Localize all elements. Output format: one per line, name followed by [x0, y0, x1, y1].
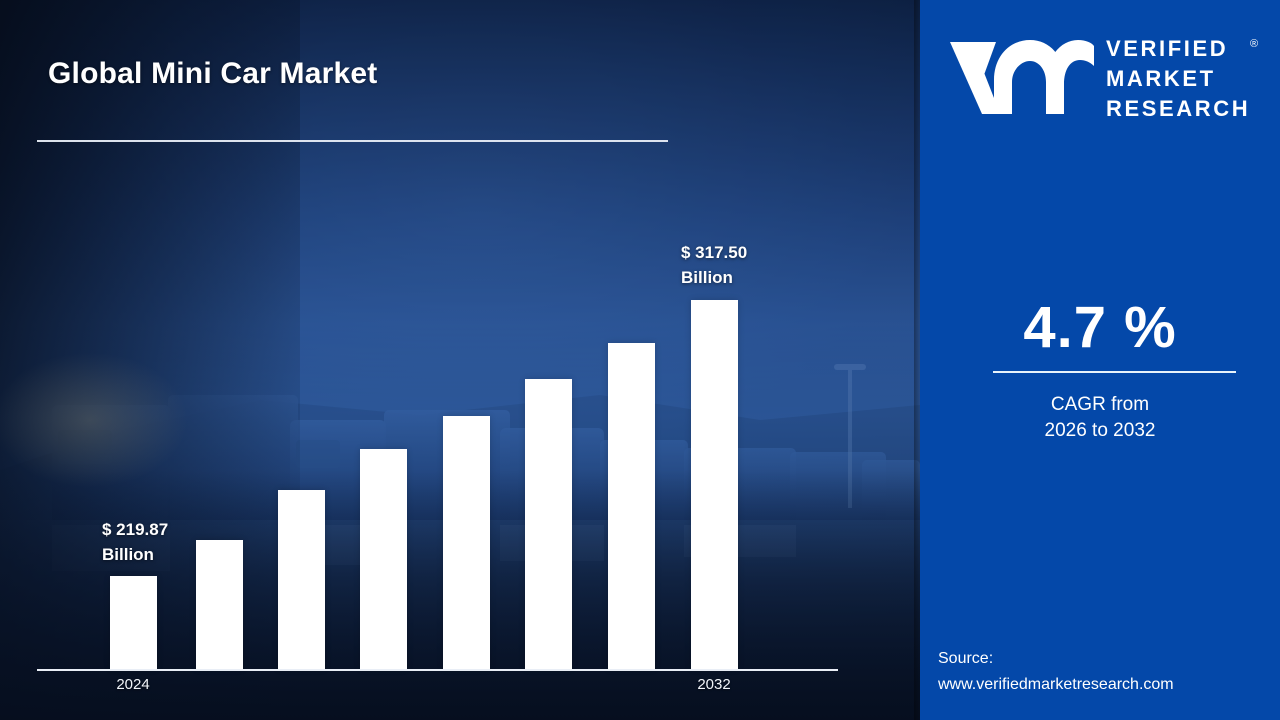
vmr-logo-wordmark: VERIFIED MARKET RESEARCH [1106, 34, 1266, 124]
bar-2025[interactable] [196, 540, 243, 669]
x-axis-line [37, 669, 838, 671]
chart-panel: Global Mini Car Market $ 219.87 Billion … [0, 0, 920, 720]
bar-2029[interactable] [525, 379, 572, 669]
bar-2028[interactable] [443, 416, 490, 669]
bar-value-label-last-line1: $ 317.50 [681, 243, 748, 262]
bar-2024[interactable] [110, 576, 157, 669]
cagr-caption: CAGR from 2026 to 2032 [920, 392, 1280, 444]
bar-2030[interactable] [608, 343, 655, 669]
source-block: Source: www.verifiedmarketresearch.com [938, 646, 1174, 698]
bar-value-label-first-line1: $ 219.87 [102, 520, 169, 539]
title-divider [37, 140, 668, 142]
bar-value-label-last: $ 317.50 Billion [681, 240, 747, 290]
bar-2026[interactable] [278, 490, 325, 669]
source-url[interactable]: www.verifiedmarketresearch.com [938, 676, 1174, 693]
x-axis-tick-first: 2024 [116, 676, 150, 693]
bar-chart: $ 219.87 Billion $ 317.50 Billion 2024 2… [37, 240, 838, 693]
brand-panel [920, 0, 1280, 720]
cagr-caption-line2: 2026 to 2032 [1044, 420, 1156, 441]
cagr-value: 4.7 % [1023, 295, 1177, 360]
logo-word-verified: VERIFIED [1106, 36, 1229, 61]
bar-value-label-last-line2: Billion [681, 268, 733, 287]
page-title: Global Mini Car Market [48, 57, 378, 90]
bar-2027[interactable] [360, 449, 407, 669]
bar-2032[interactable] [691, 300, 738, 669]
vmr-logo-icon [950, 40, 1094, 114]
source-label: Source: [938, 650, 994, 667]
vmr-logo[interactable]: VERIFIED MARKET RESEARCH [946, 30, 1266, 128]
panel-edge-shadow [914, 0, 922, 720]
logo-word-research: RESEARCH [1106, 96, 1251, 121]
logo-word-market: MARKET [1106, 66, 1216, 91]
bar-value-label-first: $ 219.87 Billion [102, 517, 168, 567]
registered-trademark-icon: ® [1250, 38, 1259, 50]
x-axis-tick-last: 2032 [697, 676, 731, 693]
cagr-caption-line1: CAGR from [1050, 394, 1150, 415]
cagr-divider [993, 371, 1236, 373]
bar-value-label-first-line2: Billion [102, 545, 154, 564]
